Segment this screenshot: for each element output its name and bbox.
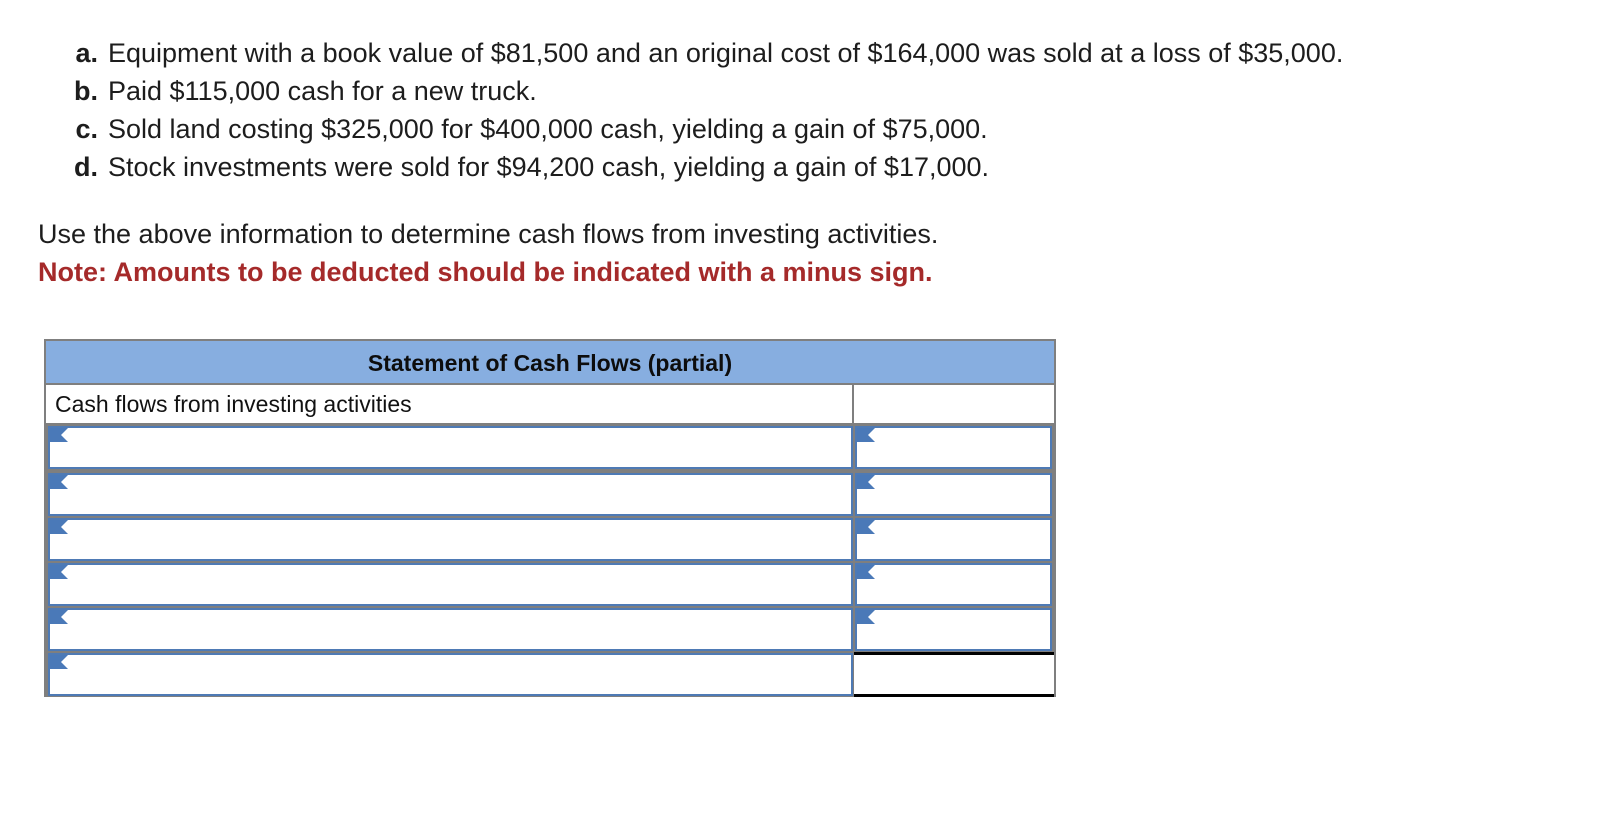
- select-triangle-icon: [50, 428, 68, 442]
- table-row: [46, 470, 1054, 516]
- select-triangle-icon: [857, 610, 875, 624]
- table-row-total: [46, 650, 1054, 697]
- fact-item-a: a. Equipment with a book value of $81,50…: [0, 34, 1600, 72]
- section-label-cell: Cash flows from investing activities: [46, 385, 854, 423]
- statement-of-cash-flows-table: Statement of Cash Flows (partial) Cash f…: [44, 339, 1056, 697]
- table-row-section-header: Cash flows from investing activities: [46, 385, 1054, 425]
- select-triangle-icon: [50, 520, 68, 534]
- deduction-note: Note: Amounts to be deducted should be i…: [38, 257, 933, 287]
- select-triangle-icon: [857, 428, 875, 442]
- fact-item-c: c. Sold land costing $325,000 for $400,0…: [0, 110, 1600, 148]
- table-row: [46, 560, 1054, 606]
- fact-marker-c: c.: [75, 114, 98, 144]
- fact-text-c: Sold land costing $325,000 for $400,000 …: [108, 114, 988, 144]
- instruction-text: Use the above information to determine c…: [38, 219, 939, 249]
- fact-marker-b: b.: [74, 76, 98, 106]
- problem-statement: a. Equipment with a book value of $81,50…: [0, 34, 1600, 186]
- entry-amount-input-1[interactable]: [855, 426, 1052, 469]
- table-row: [46, 605, 1054, 651]
- entry-amount-input-5[interactable]: [855, 608, 1052, 651]
- fact-marker-a: a.: [75, 38, 98, 68]
- select-triangle-icon: [50, 610, 68, 624]
- table-row: [46, 515, 1054, 561]
- entry-label-input-1[interactable]: [48, 426, 853, 469]
- select-triangle-icon: [857, 475, 875, 489]
- fact-marker-d: d.: [74, 152, 98, 182]
- select-triangle-icon: [50, 565, 68, 579]
- fact-text-b: Paid $115,000 cash for a new truck.: [108, 76, 537, 106]
- net-cash-total-input[interactable]: [854, 652, 1054, 697]
- fact-text-d: Stock investments were sold for $94,200 …: [108, 152, 990, 182]
- table-row: [46, 425, 1054, 470]
- table-title: Statement of Cash Flows (partial): [46, 341, 1054, 385]
- select-triangle-icon: [857, 520, 875, 534]
- select-triangle-icon: [50, 655, 68, 669]
- fact-item-d: d. Stock investments were sold for $94,2…: [0, 148, 1600, 186]
- fact-item-b: b. Paid $115,000 cash for a new truck.: [0, 72, 1600, 110]
- fact-text-a: Equipment with a book value of $81,500 a…: [108, 38, 1344, 68]
- entry-amount-input-4[interactable]: [855, 563, 1052, 606]
- entry-label-input-3[interactable]: [48, 518, 853, 561]
- entry-amount-input-3[interactable]: [855, 518, 1052, 561]
- entry-amount-input-2[interactable]: [855, 473, 1052, 516]
- select-triangle-icon: [857, 565, 875, 579]
- section-amount-cell: [854, 385, 1054, 423]
- select-triangle-icon: [50, 475, 68, 489]
- entry-label-input-6[interactable]: [48, 653, 853, 696]
- entry-label-input-4[interactable]: [48, 563, 853, 606]
- instruction-block: Use the above information to determine c…: [38, 216, 1538, 290]
- entry-label-input-2[interactable]: [48, 473, 853, 516]
- entry-label-input-5[interactable]: [48, 608, 853, 651]
